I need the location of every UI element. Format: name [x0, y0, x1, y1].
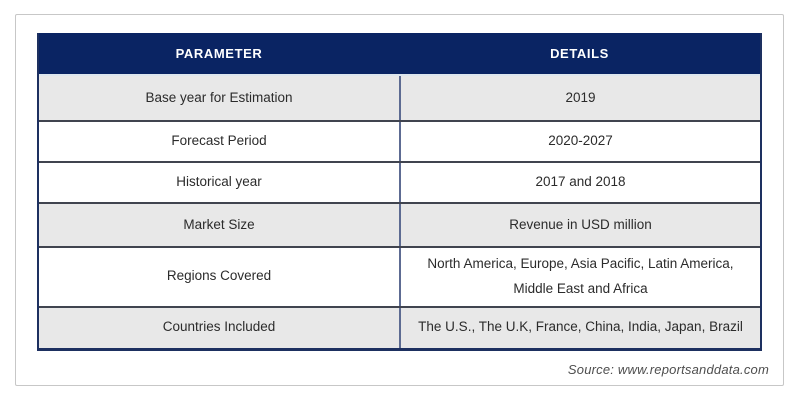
details-cell: 2017 and 2018 [399, 163, 760, 202]
column-header-parameter: PARAMETER [175, 46, 263, 61]
source-caption: Source: www.reportsanddata.com [567, 362, 769, 377]
parameter-cell: Countries Included [162, 319, 276, 335]
table-row: Forecast Period 2020-2027 [39, 120, 760, 161]
details-cell: 2019 [399, 76, 760, 120]
parameter-cell: Forecast Period [171, 133, 267, 149]
table-row: Historical year 2017 and 2018 [39, 161, 760, 202]
table-header-row: PARAMETER DETAILS [39, 33, 760, 76]
details-cell: North America, Europe, Asia Pacific, Lat… [399, 248, 760, 306]
parameter-cell: Historical year [176, 174, 262, 190]
parameters-table: PARAMETER DETAILS Base year for Estimati… [37, 33, 762, 351]
table-row: Market Size Revenue in USD million [39, 202, 760, 246]
parameter-cell: Base year for Estimation [145, 89, 293, 105]
details-cell: The U.S., The U.K, France, China, India,… [399, 307, 760, 348]
column-header-details: DETAILS [550, 46, 609, 61]
details-cell: 2020-2027 [399, 122, 760, 161]
table-row: Countries Included The U.S., The U.K, Fr… [39, 305, 760, 348]
table-row: Regions Covered North America, Europe, A… [39, 246, 760, 306]
parameter-cell: Market Size [183, 216, 255, 232]
table-row: Base year for Estimation 2019 [39, 76, 760, 120]
parameter-cell: Regions Covered [166, 268, 272, 284]
details-cell: Revenue in USD million [399, 204, 760, 246]
